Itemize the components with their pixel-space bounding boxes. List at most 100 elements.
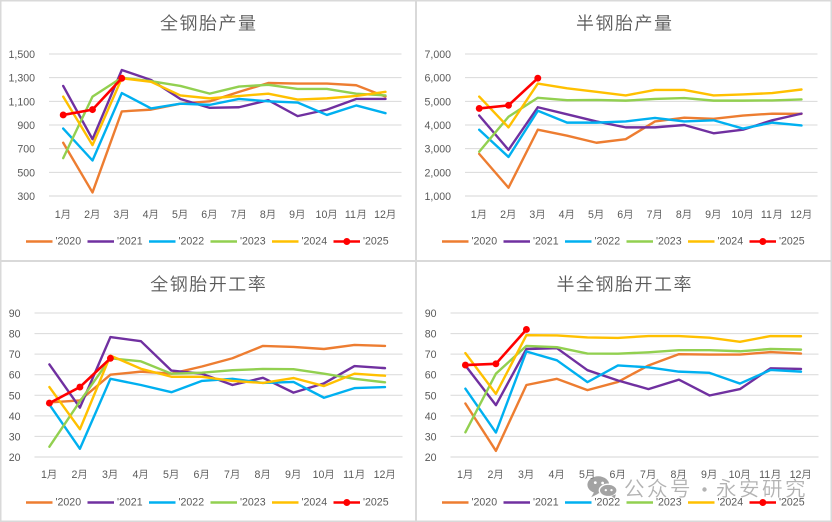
svg-text:4: 4 [133,469,139,481]
svg-text:'2020: '2020 [56,497,82,509]
svg-text:2: 2 [71,469,77,481]
svg-text:12: 12 [374,209,386,221]
svg-text:20: 20 [425,452,437,464]
svg-text:8: 8 [671,469,677,481]
svg-text:80: 80 [9,329,21,341]
svg-text:9: 9 [705,209,711,221]
svg-text:5: 5 [579,469,585,481]
svg-text:'2022: '2022 [179,497,205,509]
svg-text:2: 2 [487,469,493,481]
svg-text:70: 70 [425,349,437,361]
svg-text:2,000: 2,000 [424,167,451,179]
svg-text:7: 7 [224,469,230,481]
svg-text:'2025: '2025 [363,497,389,509]
svg-text:6: 6 [617,209,623,221]
svg-text:3: 3 [102,469,108,481]
svg-text:7: 7 [231,209,237,221]
svg-text:3: 3 [113,209,119,221]
svg-text:'2021: '2021 [533,236,559,248]
svg-text:9: 9 [289,209,295,221]
svg-text:5: 5 [588,209,594,221]
svg-text:10: 10 [729,469,741,481]
svg-text:10: 10 [732,209,744,221]
svg-text:1: 1 [55,209,61,221]
svg-text:11: 11 [761,209,772,221]
svg-text:1,500: 1,500 [8,49,35,61]
svg-text:30: 30 [9,431,21,443]
svg-text:6,000: 6,000 [424,73,451,85]
svg-text:6: 6 [610,469,616,481]
svg-text:1,100: 1,100 [8,96,35,108]
svg-text:8: 8 [260,209,266,221]
svg-text:3: 3 [518,469,524,481]
svg-text:'2020: '2020 [472,236,498,248]
svg-text:11: 11 [343,469,354,481]
svg-text:8: 8 [676,209,682,221]
svg-text:80: 80 [425,329,437,341]
svg-text:10: 10 [313,469,325,481]
svg-text:12: 12 [790,469,802,481]
svg-text:'2022: '2022 [595,497,621,509]
svg-text:50: 50 [9,390,21,402]
svg-text:'2021: '2021 [117,497,143,509]
svg-text:10: 10 [316,209,328,221]
svg-text:40: 40 [9,411,21,423]
svg-text:'2020: '2020 [472,497,498,509]
svg-text:1: 1 [471,209,477,221]
svg-text:300: 300 [17,191,35,203]
svg-text:3: 3 [529,209,535,221]
svg-text:2: 2 [84,209,90,221]
svg-text:700: 700 [17,144,35,156]
svg-text:5: 5 [163,469,169,481]
svg-text:9: 9 [701,469,707,481]
svg-text:'2025: '2025 [363,236,389,248]
svg-text:'2024: '2024 [718,497,744,509]
svg-text:5: 5 [172,209,178,221]
svg-text:'2023: '2023 [656,236,682,248]
svg-text:'2021: '2021 [533,497,559,509]
svg-text:9: 9 [285,469,291,481]
svg-text:1: 1 [457,469,463,481]
svg-text:6: 6 [194,469,200,481]
svg-text:4,000: 4,000 [424,120,451,132]
svg-text:50: 50 [425,390,437,402]
svg-text:8: 8 [255,469,261,481]
svg-text:1,300: 1,300 [8,73,35,85]
svg-text:60: 60 [9,370,21,382]
svg-text:'2020: '2020 [56,236,82,248]
svg-text:7: 7 [640,469,646,481]
svg-text:'2024: '2024 [718,236,744,248]
svg-text:'2022: '2022 [179,236,205,248]
svg-text:12: 12 [790,209,802,221]
svg-text:60: 60 [425,370,437,382]
svg-text:'2021: '2021 [117,236,143,248]
svg-text:12: 12 [374,469,386,481]
svg-text:'2023: '2023 [656,497,682,509]
svg-text:1,000: 1,000 [424,191,451,203]
svg-text:90: 90 [425,308,437,320]
svg-text:11: 11 [759,469,770,481]
svg-text:'2023: '2023 [240,236,266,248]
svg-text:11: 11 [345,209,356,221]
svg-text:70: 70 [9,349,21,361]
svg-text:90: 90 [9,308,21,320]
svg-text:20: 20 [9,452,21,464]
svg-text:40: 40 [425,411,437,423]
svg-text:4: 4 [559,209,565,221]
svg-text:'2025: '2025 [779,497,805,509]
svg-text:900: 900 [17,120,35,132]
svg-text:7: 7 [647,209,653,221]
svg-text:30: 30 [425,431,437,443]
svg-text:4: 4 [549,469,555,481]
svg-text:'2024: '2024 [302,497,328,509]
svg-text:1: 1 [41,469,47,481]
svg-text:7,000: 7,000 [424,49,451,61]
svg-text:5,000: 5,000 [424,96,451,108]
svg-text:500: 500 [17,167,35,179]
svg-text:'2022: '2022 [595,236,621,248]
svg-text:'2023: '2023 [240,497,266,509]
svg-text:3,000: 3,000 [424,144,451,156]
svg-text:6: 6 [201,209,207,221]
svg-text:4: 4 [143,209,149,221]
svg-text:'2024: '2024 [302,236,328,248]
